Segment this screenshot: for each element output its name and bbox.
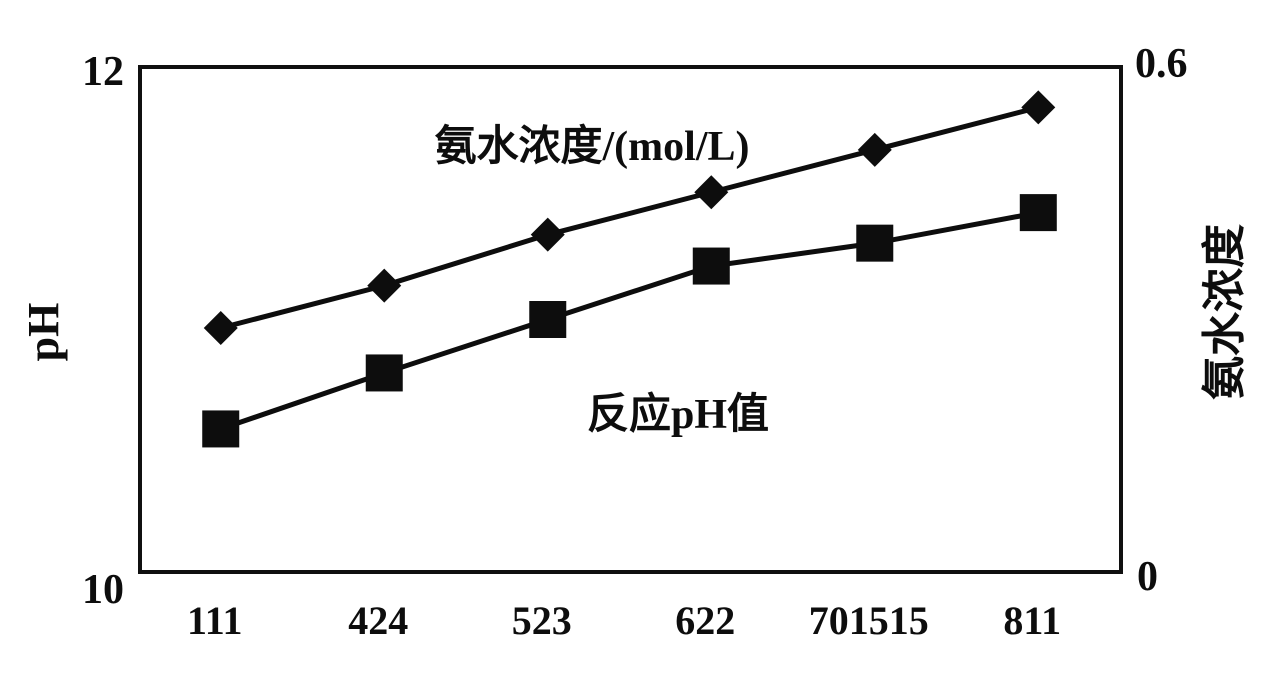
right-axis-title: 氨水浓度 [1200,224,1249,400]
diamond-marker [857,132,892,167]
x-tick-label: 622 [675,598,736,643]
right-axis-tick-bottom: 0 [1137,554,1158,600]
square-marker [1019,194,1057,232]
square-marker [856,224,894,262]
diamond-marker [203,310,238,345]
right-axis-tick-top: 0.6 [1135,41,1188,87]
diamond-marker [694,175,729,210]
series-line-ammonia [220,104,1039,331]
square-marker [692,247,730,285]
series-line-ph [219,210,1039,432]
square-marker [202,410,240,448]
x-tick-label: 701515 [808,598,929,643]
series-label-ammonia-concentration: 氨水浓度/(mol/L) [434,124,750,170]
left-axis-tick-top: 12 [82,49,124,95]
diamond-marker [367,268,402,303]
diamond-marker [1021,90,1056,125]
left-axis-tick-bottom: 10 [82,567,124,613]
square-marker [365,354,403,392]
left-axis-title: pH [19,302,68,362]
plot-area [138,65,1123,574]
x-tick-label: 811 [1003,598,1062,643]
x-tick-label: 424 [348,598,409,643]
x-tick-label: 111 [186,598,243,643]
square-marker [529,301,567,338]
series-label-reaction-ph: 反应pH值 [586,392,770,438]
diamond-marker [530,217,565,252]
x-tick-label: 523 [511,598,572,643]
